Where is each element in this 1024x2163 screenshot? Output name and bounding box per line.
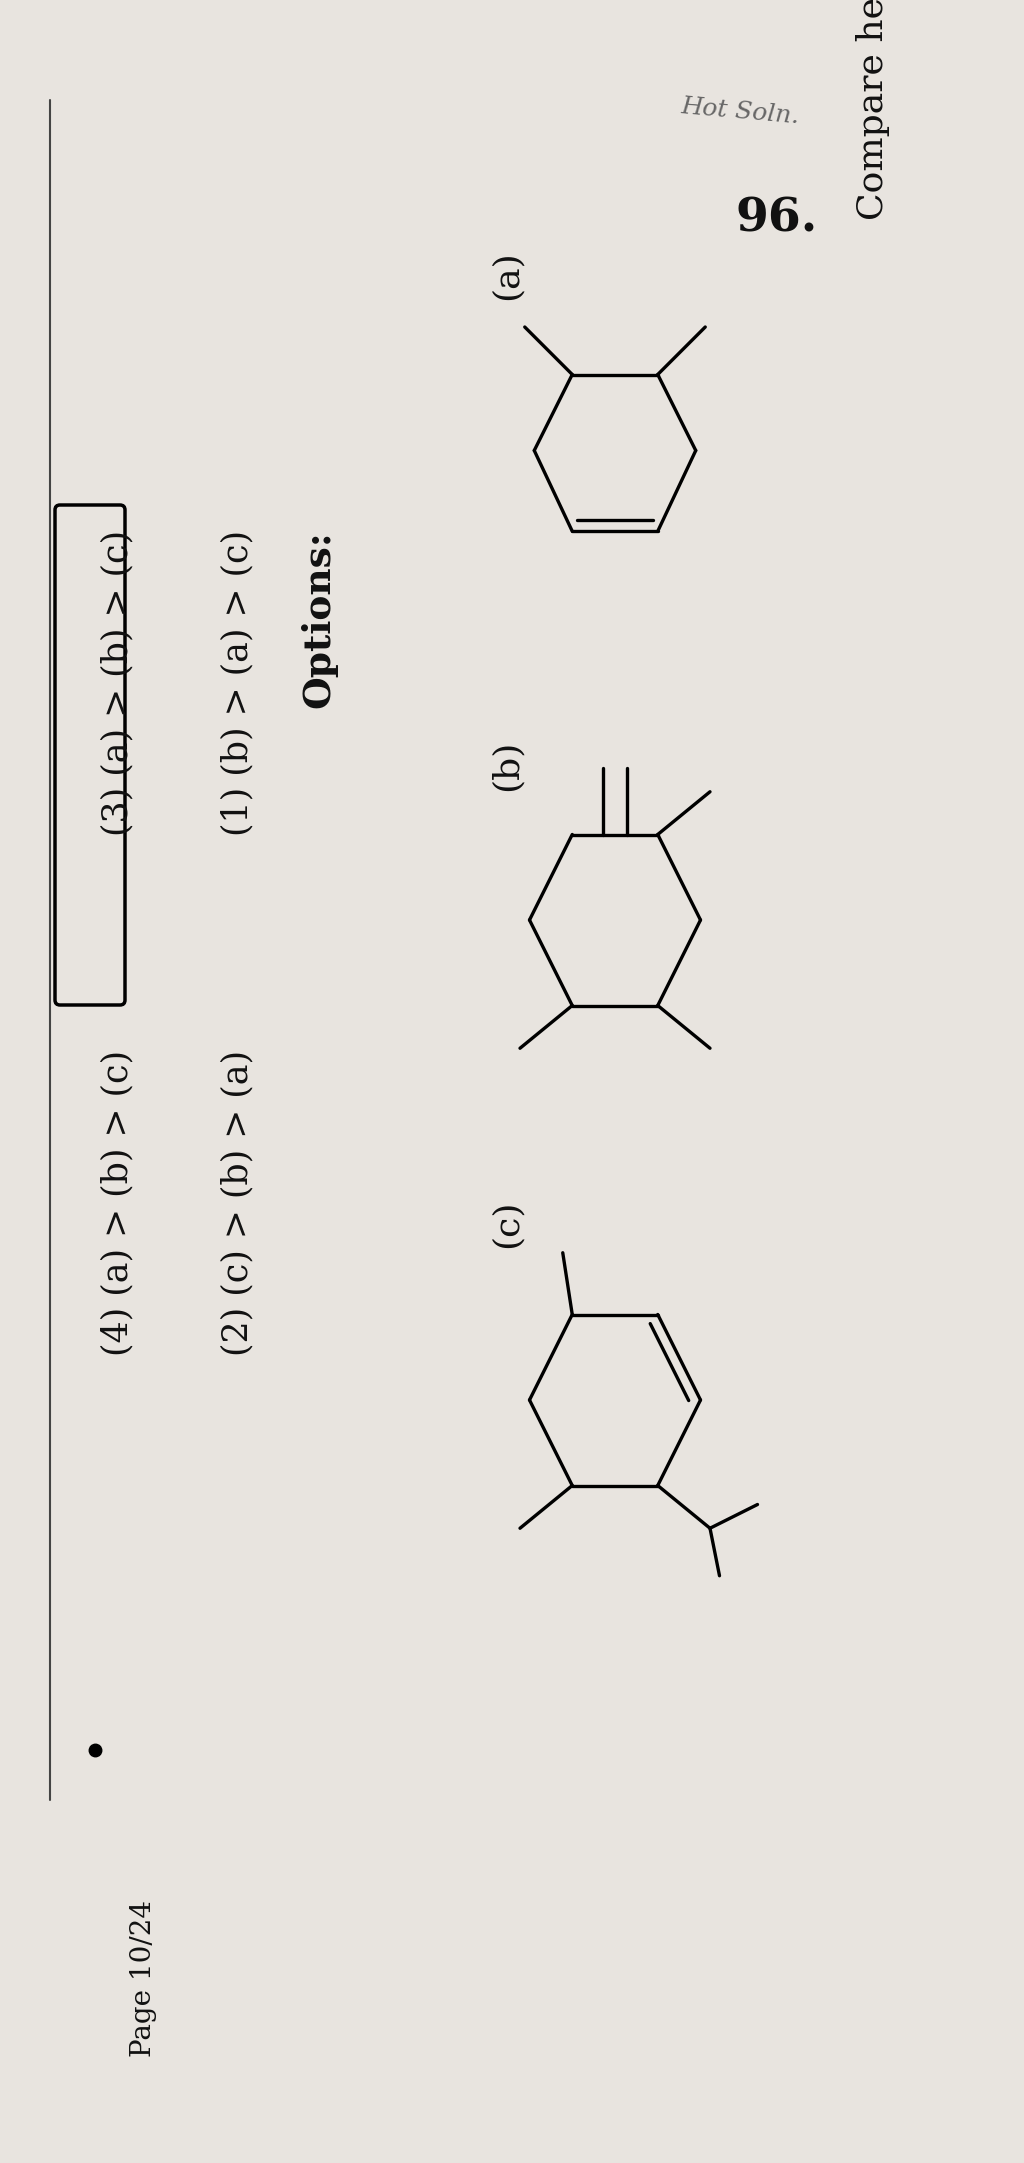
Text: (3) (a) > (b) > (c): (3) (a) > (b) > (c): [100, 530, 134, 837]
Text: (1) (b) > (a) > (c): (1) (b) > (a) > (c): [220, 530, 254, 837]
Text: (c): (c): [490, 1200, 524, 1248]
Text: Hot Soln.: Hot Soln.: [680, 95, 801, 128]
Text: (a): (a): [490, 251, 524, 301]
Text: 96.: 96.: [735, 195, 817, 240]
Text: (2) (c) > (b) > (a): (2) (c) > (b) > (a): [220, 1049, 254, 1356]
Text: (4) (a) > (b) > (c): (4) (a) > (b) > (c): [100, 1049, 134, 1356]
Text: Page 10/24: Page 10/24: [130, 1899, 157, 2057]
Text: Compare heat of hydrogenation of given compound.: Compare heat of hydrogenation of given c…: [855, 0, 890, 221]
Text: (b): (b): [490, 740, 524, 792]
Text: Options:: Options:: [300, 530, 337, 707]
